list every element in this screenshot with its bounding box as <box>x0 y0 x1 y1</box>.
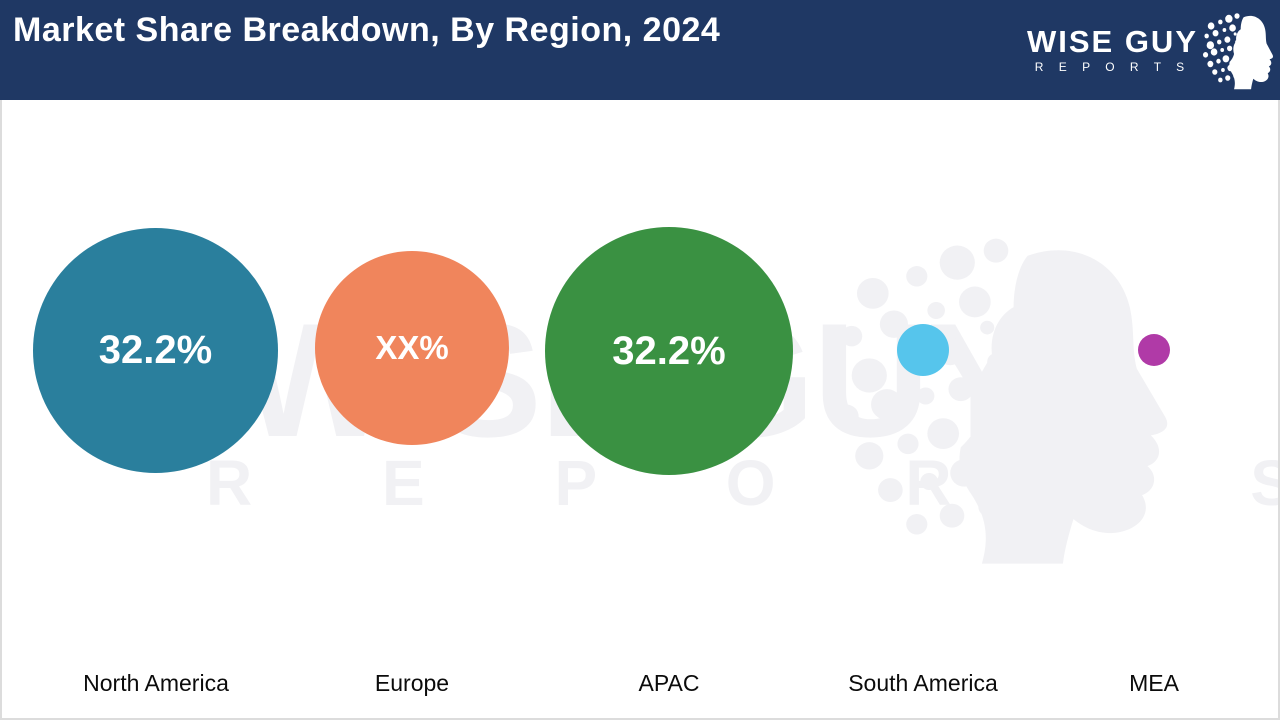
logo-head-icon <box>1202 13 1273 90</box>
category-label-europe: Europe <box>374 670 450 696</box>
bubble-value-europe: XX% <box>375 329 449 366</box>
logo-subtitle: R E P O R T S <box>1034 60 1191 74</box>
bubble-mea[interactable] <box>1138 334 1170 366</box>
category-label-apac: APAC <box>638 670 700 696</box>
bubble-apac[interactable]: 32.2% <box>545 227 793 475</box>
bubble-north-america[interactable]: 32.2% <box>33 228 278 473</box>
page-title: Market Share Breakdown, By Region, 2024 <box>13 11 721 49</box>
bubble-value-apac: 32.2% <box>612 328 726 373</box>
bubble-south-america[interactable] <box>897 324 949 376</box>
watermark-head-icon <box>834 238 1168 564</box>
header-bar: Market Share Breakdown, By Region, 2024 … <box>0 0 1280 100</box>
logo-text: WISE GUY R E P O R T S <box>1027 26 1198 74</box>
chart-area: WISE GUY R E P O R T S 32.2% XX% 32.2% N… <box>0 100 1280 720</box>
logo-wordmark: WISE GUY <box>1026 24 1198 59</box>
wise-guy-logo: WISE GUY R E P O R T S <box>1027 10 1274 90</box>
bubble-europe[interactable]: XX% <box>315 251 509 445</box>
category-label-mea: MEA <box>1129 670 1179 696</box>
bubble-value-north-america: 32.2% <box>98 328 213 372</box>
category-label-north-america: North America <box>83 670 229 696</box>
category-label-south-america: South America <box>848 670 998 696</box>
